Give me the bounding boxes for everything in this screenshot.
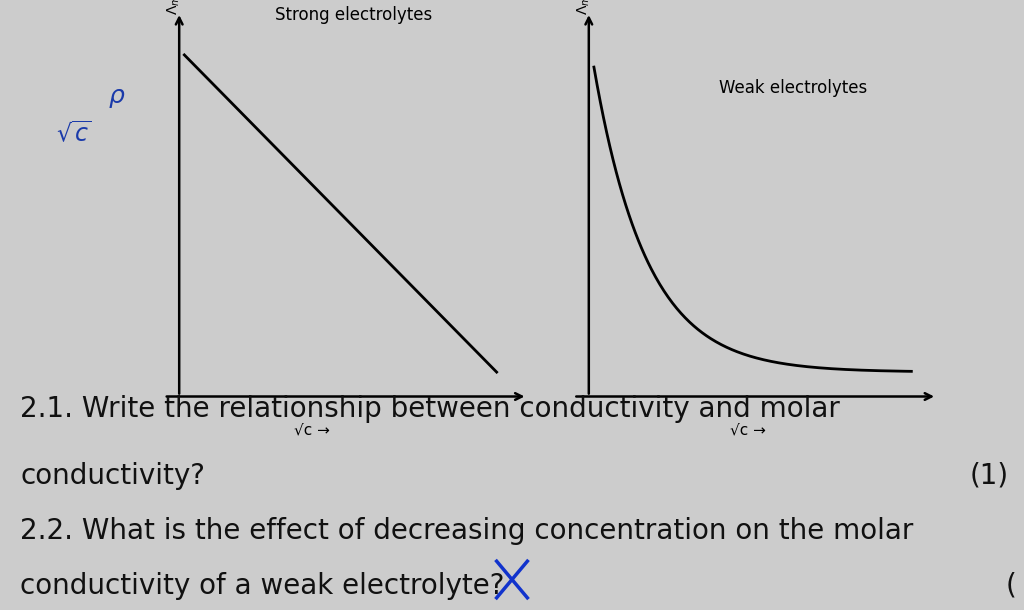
Text: conductivity of a weak electrolyte?: conductivity of a weak electrolyte? <box>20 572 505 600</box>
Text: $\sqrt{c}$: $\sqrt{c}$ <box>56 121 92 147</box>
Text: (: ( <box>1007 572 1017 600</box>
Text: (1): (1) <box>970 462 1009 490</box>
Text: 2.2. What is the effect of decreasing concentration on the molar: 2.2. What is the effect of decreasing co… <box>20 517 913 545</box>
Text: $\Lambda_m$: $\Lambda_m$ <box>166 0 182 15</box>
Text: √c →: √c → <box>729 423 766 437</box>
Text: conductivity?: conductivity? <box>20 462 206 490</box>
Text: Strong electrolytes: Strong electrolytes <box>274 6 432 24</box>
Text: $\rho$: $\rho$ <box>108 85 125 110</box>
Text: 2.1. Write the relationship between conductivity and molar: 2.1. Write the relationship between cond… <box>20 395 841 423</box>
Text: $\Lambda_m$: $\Lambda_m$ <box>575 0 592 15</box>
Text: √c →: √c → <box>294 423 331 437</box>
Text: Weak electrolytes: Weak electrolytes <box>720 79 867 98</box>
